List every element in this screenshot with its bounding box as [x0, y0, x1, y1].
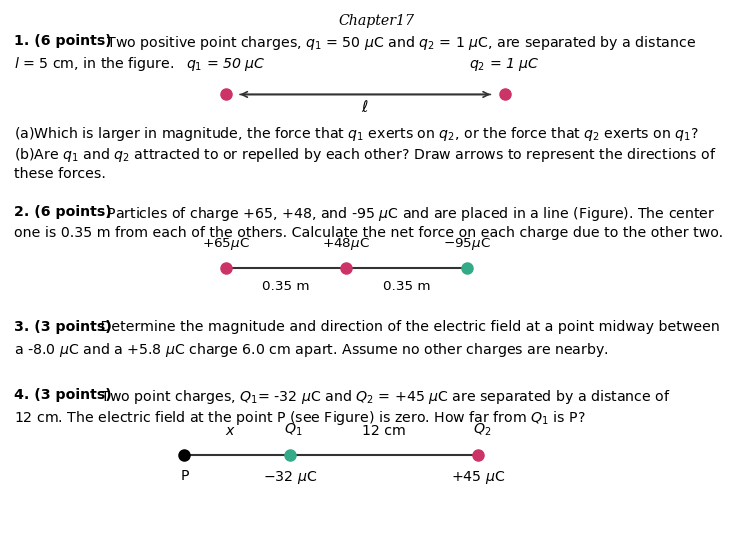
Text: 1. (6 points): 1. (6 points) [14, 34, 111, 48]
Text: +48$\mu$C: +48$\mu$C [322, 236, 370, 252]
Text: $q_2$ = 1 $\mu$C: $q_2$ = 1 $\mu$C [469, 56, 540, 74]
Text: 0.35 m: 0.35 m [262, 280, 310, 293]
Text: 2. (6 points): 2. (6 points) [14, 205, 111, 219]
Text: these forces.: these forces. [14, 167, 105, 181]
Text: Chapter17: Chapter17 [339, 14, 414, 28]
Text: Determine the magnitude and direction of the electric field at a point midway be: Determine the magnitude and direction of… [96, 320, 721, 335]
Text: $\ell$: $\ell$ [361, 99, 369, 115]
Text: $Q_2$: $Q_2$ [473, 422, 491, 438]
Text: 12 cm. The electric field at the point P (see Figure) is zero. How far from $Q_1: 12 cm. The electric field at the point P… [14, 409, 585, 426]
Text: 3. (3 points): 3. (3 points) [14, 320, 111, 335]
Text: 0.35 m: 0.35 m [383, 280, 431, 293]
Text: Two point charges, $Q_1$= -32 $\mu$C and $Q_2$ = +45 $\mu$C are separated by a d: Two point charges, $Q_1$= -32 $\mu$C and… [96, 388, 671, 405]
Text: (a)Which is larger in magnitude, the force that $q_1$ exerts on $q_2$, or the fo: (a)Which is larger in magnitude, the for… [14, 125, 699, 143]
Text: Two positive point charges, $q_1$ = 50 $\mu$C and $q_2$ = 1 $\mu$C, are separate: Two positive point charges, $q_1$ = 50 $… [102, 34, 696, 53]
Text: Particles of charge +65, +48, and -95 $\mu$C and are placed in a line (Figure). : Particles of charge +65, +48, and -95 $\… [102, 205, 715, 223]
Text: $-32\ \mu$C: $-32\ \mu$C [263, 468, 317, 486]
Text: P: P [180, 468, 189, 483]
Text: 4. (3 points): 4. (3 points) [14, 388, 111, 401]
Text: one is 0.35 m from each of the others. Calculate the net force on each charge du: one is 0.35 m from each of the others. C… [14, 226, 723, 240]
Text: a -8.0 $\mu$C and a +5.8 $\mu$C charge 6.0 cm apart. Assume no other charges are: a -8.0 $\mu$C and a +5.8 $\mu$C charge 6… [14, 341, 608, 359]
Text: (b)Are $q_1$ and $q_2$ attracted to or repelled by each other? Draw arrows to re: (b)Are $q_1$ and $q_2$ attracted to or r… [14, 146, 716, 164]
Text: $+45\ \mu$C: $+45\ \mu$C [451, 468, 505, 486]
Text: x: x [225, 424, 234, 438]
Text: +65$\mu$C: +65$\mu$C [202, 236, 250, 252]
Text: $q_1$ = 50 $\mu$C: $q_1$ = 50 $\mu$C [186, 56, 266, 74]
Text: $-$95$\mu$C: $-$95$\mu$C [443, 236, 491, 252]
Text: $Q_1$: $Q_1$ [285, 422, 303, 438]
Text: 12 cm: 12 cm [362, 424, 406, 438]
Text: $l$ = 5 cm, in the figure.: $l$ = 5 cm, in the figure. [14, 55, 174, 74]
